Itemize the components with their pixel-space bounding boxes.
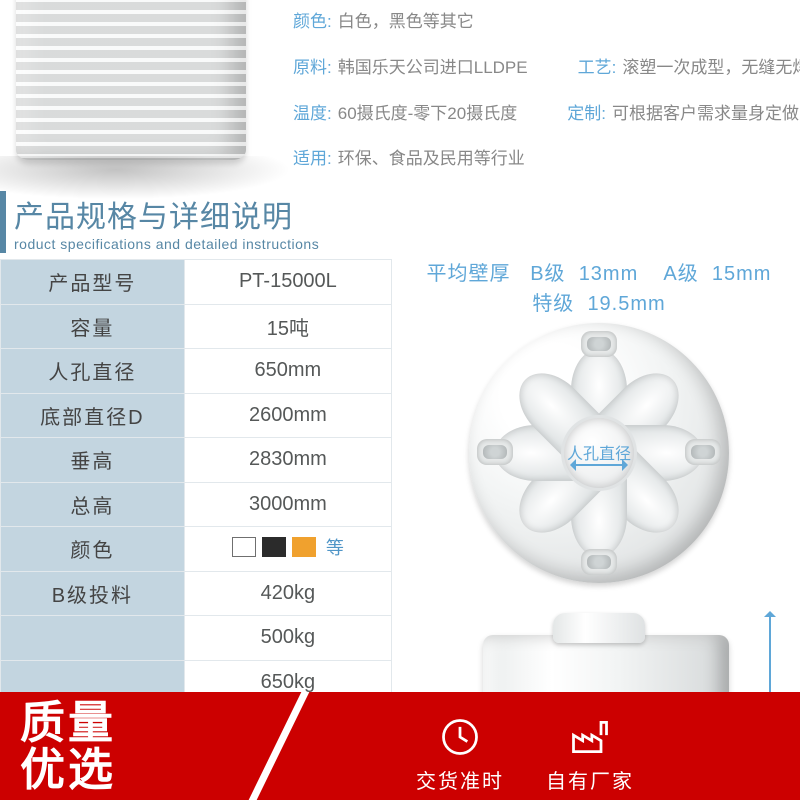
color-swatch [232,537,256,557]
spec-key: 总高 [1,482,185,527]
attr-key: 工艺: [578,56,617,80]
footer-item-factory: 自有厂家 [546,713,634,794]
clock-icon [436,713,484,761]
double-arrow-icon [574,464,624,466]
table-row: 颜色 等 [1,527,392,572]
spec-key: 容量 [1,304,185,349]
attr-val: 滚塑一次成型，无缝无焊 [622,56,800,80]
footer-banner: 质量 优选 交货准时 自有厂家 [0,692,800,800]
footer-item-delivery: 交货准时 [416,713,504,794]
badge-line1: 质量 [20,699,250,746]
spec-val: 420kg [184,571,391,616]
attr-list: 颜色: 白色，黑色等其它 原料: 韩国乐天公司进口LLDPE 工艺: 滚塑一次成… [285,0,800,187]
table-row: 500kg [1,616,392,661]
spec-val: 3000mm [184,482,391,527]
spec-key: 人孔直径 [1,349,185,394]
table-row: 产品型号PT-15000L [1,260,392,305]
spec-val: 15吨 [184,304,391,349]
factory-icon [566,713,614,761]
wall-s-grade: 特级 [532,293,574,315]
wall-a-val: 15mm [712,263,772,285]
spec-key: 颜色 [1,527,185,572]
wall-label: 平均壁厚 [427,263,511,285]
attr-custom: 定制: 可根据客户需求量身定做 [567,102,799,126]
table-row: 底部直径D2600mm [1,393,392,438]
attr-val: 环保、食品及民用等行业 [338,147,525,171]
spec-val: PT-15000L [184,260,391,305]
attr-val: 白色，黑色等其它 [338,10,474,34]
color-swatch [292,537,316,557]
table-row: 垂高2830mm [1,438,392,483]
spec-val: 500kg [184,616,391,661]
spec-key: 垂高 [1,438,185,483]
footer-item-label: 交货准时 [416,765,504,794]
wall-b-grade: B级 [530,263,565,285]
attr-material: 原料: 韩国乐天公司进口LLDPE [293,56,528,80]
wall-thickness-text: 平均壁厚 B级 13mm A级 15mm 特级 19.5mm [398,259,800,319]
swatch-suffix: 等 [326,534,344,560]
spec-key: 产品型号 [1,260,185,305]
spec-heading-en: roduct specifications and detailed instr… [14,236,800,252]
attr-key: 颜色: [293,10,332,34]
attr-key: 温度: [293,102,332,126]
attr-val: 可根据客户需求量身定做 [612,102,799,126]
spec-key: 底部直径D [1,393,185,438]
attr-color: 颜色: 白色，黑色等其它 [293,10,474,34]
product-photo [0,0,285,190]
table-row: 人孔直径650mm [1,349,392,394]
attr-val: 韩国乐天公司进口LLDPE [338,56,528,80]
table-row: 总高3000mm [1,482,392,527]
attr-key: 原料: [293,56,332,80]
footer-items: 交货准时 自有厂家 [250,692,800,800]
wall-s-val: 19.5mm [587,293,665,315]
spec-val: 等 [184,527,391,572]
spec-val: 2830mm [184,438,391,483]
spec-val: 650mm [184,349,391,394]
spec-table: 产品型号PT-15000L容量15吨人孔直径650mm底部直径D2600mm垂高… [0,259,392,705]
spec-val: 2600mm [184,393,391,438]
attr-usage: 适用: 环保、食品及民用等行业 [293,147,525,171]
color-swatch [262,537,286,557]
attr-process: 工艺: 滚塑一次成型，无缝无焊 [578,56,800,80]
attr-key: 定制: [567,102,606,126]
table-row: 容量15吨 [1,304,392,349]
spec-key [1,616,185,661]
top-view-diagram: 人孔直径 [469,323,729,583]
wall-a-grade: A级 [663,263,698,285]
wall-b-val: 13mm [579,263,639,285]
footer-item-label: 自有厂家 [546,765,634,794]
top-section: 颜色: 白色，黑色等其它 原料: 韩国乐天公司进口LLDPE 工艺: 滚塑一次成… [0,0,800,187]
attr-temp: 温度: 60摄氏度-零下20摄氏度 [293,102,517,126]
spec-key: B级投料 [1,571,185,616]
quality-badge: 质量 优选 [0,692,250,800]
attr-val: 60摄氏度-零下20摄氏度 [338,102,517,126]
table-row: B级投料420kg [1,571,392,616]
